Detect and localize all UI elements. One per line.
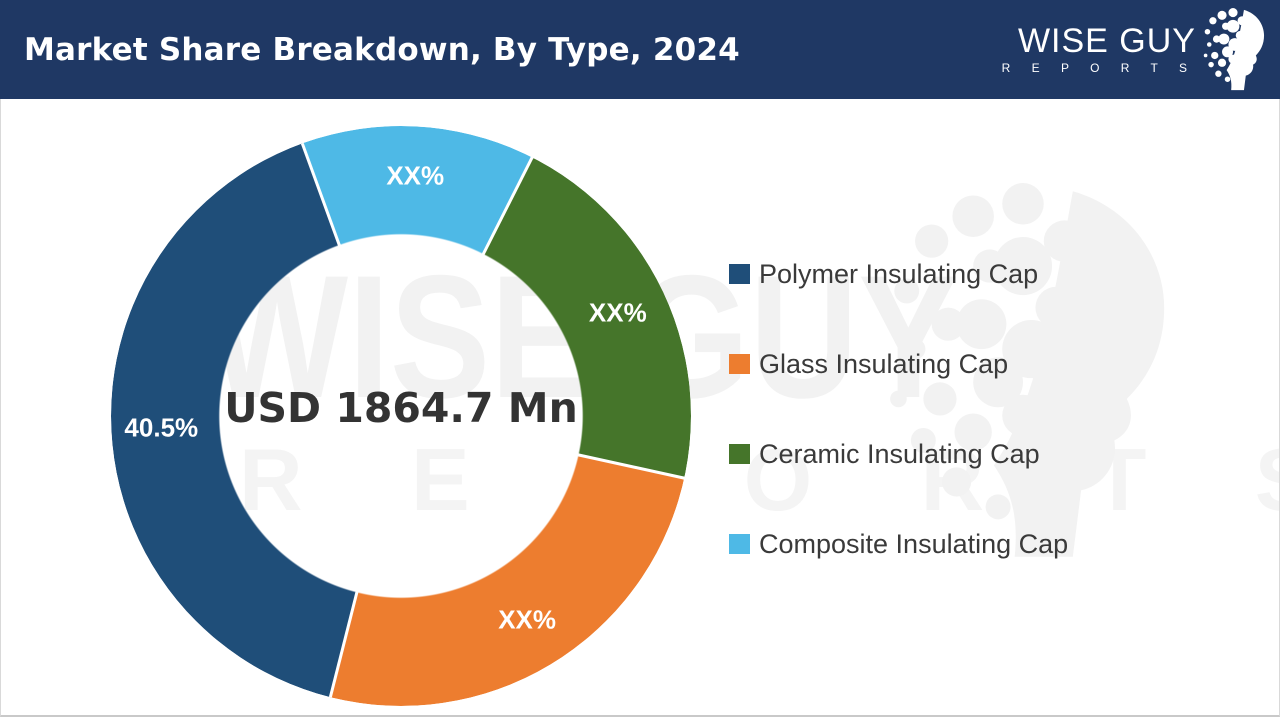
logo-wordmark: WISE GUY R E P O R T S — [998, 24, 1196, 75]
legend: Polymer Insulating Cap Glass Insulating C… — [729, 259, 1068, 619]
legend-item: Polymer Insulating Cap — [729, 259, 1068, 289]
donut-ring — [111, 126, 691, 706]
legend-item: Composite Insulating Cap — [729, 529, 1068, 559]
legend-swatch — [729, 354, 750, 374]
wiseguy-logo: WISE GUY R E P O R T S — [998, 7, 1280, 92]
legend-label: Polymer Insulating Cap — [759, 258, 1039, 289]
page-title: Market Share Breakdown, By Type, 2024 — [24, 31, 740, 68]
legend-label: Ceramic Insulating Cap — [759, 438, 1040, 469]
header: Market Share Breakdown, By Type, 2024 WI… — [0, 0, 1280, 99]
legend-swatch — [729, 534, 750, 554]
segment-separator — [300, 142, 403, 417]
legend-item: Ceramic Insulating Cap — [729, 439, 1068, 469]
segment-separator — [328, 415, 403, 698]
legend-item: Glass Insulating Cap — [729, 349, 1068, 379]
legend-label: Glass Insulating Cap — [759, 348, 1009, 379]
donut-center-value: USD 1864.7 Mn — [224, 384, 578, 432]
legend-label: Composite Insulating Cap — [759, 528, 1069, 559]
logo-face-icon — [1203, 7, 1265, 90]
segment-separator — [399, 156, 534, 417]
chart-canvas: WISE GUY R E P O R T S XX%XX%XX%40.5% US… — [0, 99, 1280, 717]
legend-swatch — [729, 444, 750, 464]
legend-swatch — [729, 264, 750, 284]
logo-title: WISE GUY — [1017, 22, 1196, 60]
logo-subtitle: R E P O R T S — [1001, 61, 1196, 75]
